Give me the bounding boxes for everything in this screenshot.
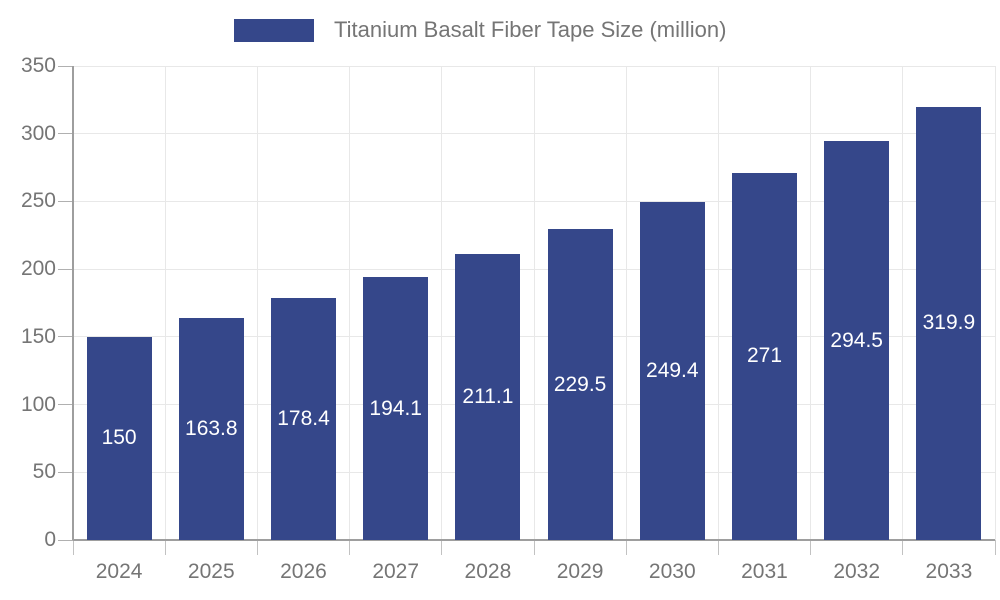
gridline-x <box>256 66 258 540</box>
x-axis-tick[interactable] <box>441 540 443 555</box>
y-axis-tick-label: 0 <box>44 528 56 551</box>
bar-2030[interactable] <box>639 202 705 540</box>
y-axis-tick-label: 300 <box>20 121 56 145</box>
y-axis-tick <box>58 65 73 67</box>
x-axis-tick-label: 2024 <box>95 560 143 583</box>
legend-label: Titanium Basalt Fiber Tape Size (million… <box>334 17 727 42</box>
y-axis-tick-label: 100 <box>20 392 56 416</box>
x-axis-tick[interactable] <box>533 540 535 555</box>
bar-value-label: 319.9 <box>922 311 976 335</box>
bar-value-label: 249.4 <box>646 359 699 383</box>
x-axis-line <box>73 539 995 541</box>
y-axis-tick <box>58 539 73 541</box>
bar-2025[interactable] <box>178 318 244 540</box>
x-axis-tick[interactable] <box>349 540 351 555</box>
x-axis-tick-label: 2026 <box>280 560 327 583</box>
x-axis-tick[interactable] <box>717 540 719 555</box>
bar-2033[interactable] <box>916 106 982 540</box>
x-axis-tick[interactable] <box>994 540 996 555</box>
gridline-x <box>810 66 812 540</box>
y-axis-tick-label: 200 <box>20 257 56 281</box>
bar-2032[interactable] <box>824 141 890 540</box>
gridline-x <box>164 66 166 540</box>
x-axis-tick[interactable] <box>902 540 904 555</box>
y-axis-tick-label: 350 <box>20 54 56 77</box>
x-axis-tick-label: 2031 <box>741 560 788 583</box>
gridline-x <box>533 66 535 540</box>
y-axis-tick <box>58 268 73 270</box>
bar-value-label: 178.4 <box>277 407 330 431</box>
bar-2024[interactable] <box>86 336 152 540</box>
bar-2031[interactable] <box>732 172 797 540</box>
x-axis-tick-label: 2033 <box>925 560 973 583</box>
x-axis-tick[interactable] <box>625 540 627 555</box>
y-axis-tick-label: 150 <box>20 324 56 348</box>
gridline-x <box>441 66 443 540</box>
bar-value-label: 211.1 <box>462 385 514 409</box>
bar-2027[interactable] <box>363 277 429 540</box>
x-axis-tick-label: 2027 <box>372 560 420 583</box>
x-axis-tick-label: 2032 <box>833 560 881 583</box>
bar-value-label: 294.5 <box>830 328 883 352</box>
gridline-x <box>717 66 719 540</box>
y-axis-line <box>72 66 74 540</box>
bar-value-label: 150 <box>101 426 137 450</box>
x-axis-tick-label: 2025 <box>187 560 235 583</box>
gridline-x <box>625 66 627 540</box>
x-axis-tick-label: 2028 <box>464 560 512 583</box>
x-axis-tick[interactable] <box>72 540 74 555</box>
x-axis-tick-label: 2030 <box>648 560 696 583</box>
bar-value-label: 194.1 <box>369 396 422 420</box>
bar-2026[interactable] <box>271 298 336 540</box>
x-axis-tick[interactable] <box>256 540 258 555</box>
gridline-x <box>902 66 904 540</box>
y-axis-tick <box>58 200 73 202</box>
y-axis-tick <box>58 336 73 338</box>
bar-value-label: 163.8 <box>185 417 238 441</box>
bar-value-label: 271 <box>746 344 783 368</box>
x-axis-tick[interactable] <box>164 540 166 555</box>
bar-2028[interactable] <box>455 254 521 540</box>
gridline-x <box>994 66 996 540</box>
x-axis-tick-label: 2029 <box>556 560 604 583</box>
y-axis-tick-label: 50 <box>32 460 56 484</box>
legend[interactable]: Titanium Basalt Fiber Tape Size (million… <box>234 17 726 43</box>
y-axis-tick-label: 250 <box>20 189 56 213</box>
x-axis-tick[interactable] <box>810 540 812 555</box>
bar-value-label: 229.5 <box>553 372 607 396</box>
bar-2029[interactable] <box>547 229 613 540</box>
legend-swatch <box>234 18 314 42</box>
y-axis-tick <box>58 404 73 406</box>
gridline-x <box>349 66 351 540</box>
y-axis-tick <box>58 471 73 473</box>
y-axis-tick <box>58 133 73 135</box>
